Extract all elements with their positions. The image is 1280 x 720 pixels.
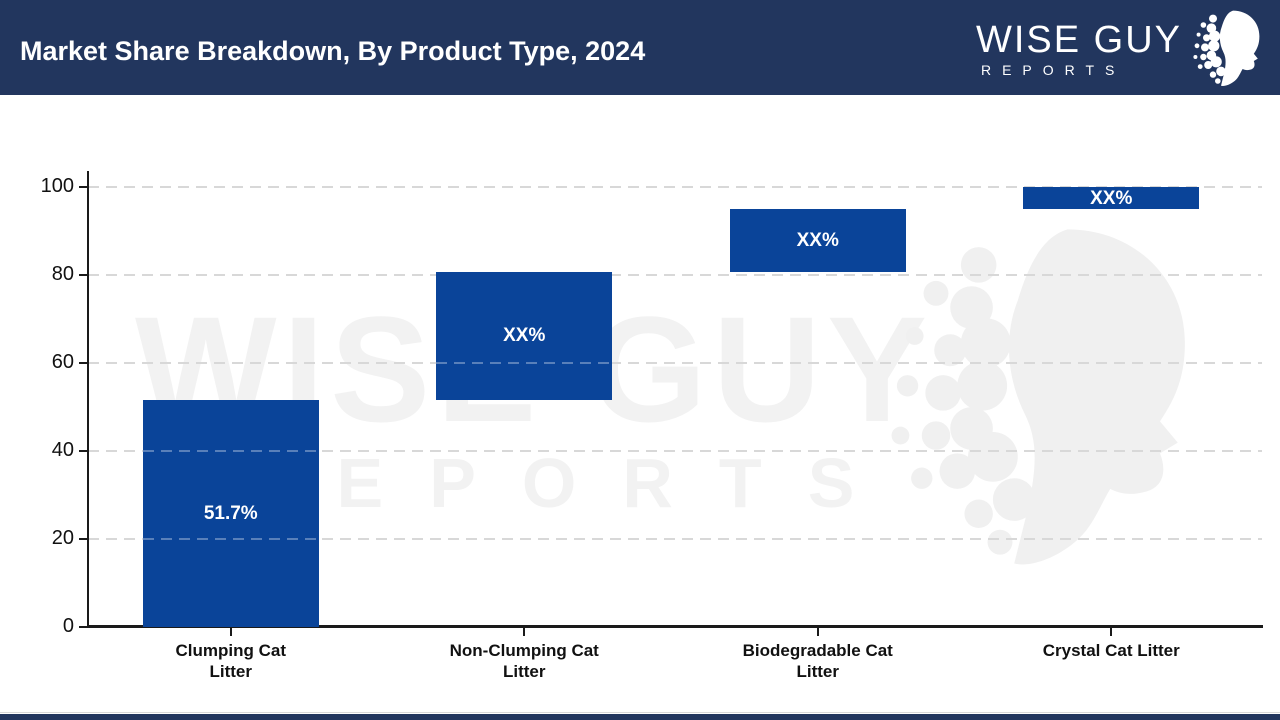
x-axis-category-label: Clumping Cat Litter <box>175 641 287 682</box>
bar-value-label: 51.7% <box>203 502 258 524</box>
x-axis-tick <box>523 628 526 636</box>
bar-segment: XX% <box>729 209 906 273</box>
y-axis-tick-label-100: 100 <box>40 175 74 197</box>
y-axis-tick-label-80: 80 <box>51 263 74 285</box>
watermark-head-icon <box>891 229 1185 565</box>
y-axis-tick-40 <box>79 450 88 452</box>
x-axis-category-label: Crystal Cat Litter <box>1042 641 1180 660</box>
y-axis-tick-20 <box>79 538 88 540</box>
bar-value-label: XX% <box>1090 187 1133 209</box>
y-axis-tick-label-20: 20 <box>51 527 74 549</box>
y-axis-tick-label-0: 0 <box>62 615 74 637</box>
y-axis-tick-label-60: 60 <box>51 351 74 373</box>
footer-bar <box>0 714 1280 720</box>
brand-subname: REPORTS <box>980 61 1126 78</box>
gridline-60 <box>88 362 1262 364</box>
y-axis-tick-0 <box>79 626 88 628</box>
x-axis-category-label: Non-Clumping Cat Litter <box>449 641 599 682</box>
y-axis-tick-100 <box>79 186 88 188</box>
brand-name: WISE GUY <box>975 18 1182 61</box>
y-axis-tick-80 <box>79 274 88 276</box>
x-axis-category-label: Biodegradable Cat Litter <box>742 641 893 682</box>
gridline-over-bar <box>436 361 613 364</box>
header-banner: Market Share Breakdown, By Product Type,… <box>0 0 1280 95</box>
bottom-divider-line <box>0 712 1280 713</box>
gridline-20 <box>88 538 1262 540</box>
brand-logo-text: WISE GUY REPORTS <box>976 21 1182 78</box>
brand-logo: WISE GUY REPORTS <box>976 10 1266 88</box>
x-axis-tick <box>229 628 232 636</box>
bar-segment: XX% <box>436 272 613 400</box>
gridline-over-bar <box>142 537 319 540</box>
bar-segment: XX% <box>1023 187 1200 209</box>
x-axis-tick <box>1110 628 1113 636</box>
gridline-80 <box>88 274 1262 276</box>
bar-segment: 51.7% <box>142 399 319 627</box>
bar-value-label: XX% <box>503 325 546 347</box>
brand-head-icon <box>1193 10 1260 87</box>
watermark-text-line2: REPORTS <box>240 444 901 522</box>
gridline-40 <box>88 450 1262 452</box>
y-axis-tick-60 <box>79 362 88 364</box>
x-axis-line <box>87 625 1263 628</box>
x-axis-tick <box>816 628 819 636</box>
y-axis-line <box>87 171 89 627</box>
chart-title: Market Share Breakdown, By Product Type,… <box>20 36 646 66</box>
bar-value-label: XX% <box>796 230 839 252</box>
gridline-100 <box>88 186 1262 188</box>
y-axis-tick-label-40: 40 <box>51 439 74 461</box>
gridline-over-bar <box>142 449 319 452</box>
